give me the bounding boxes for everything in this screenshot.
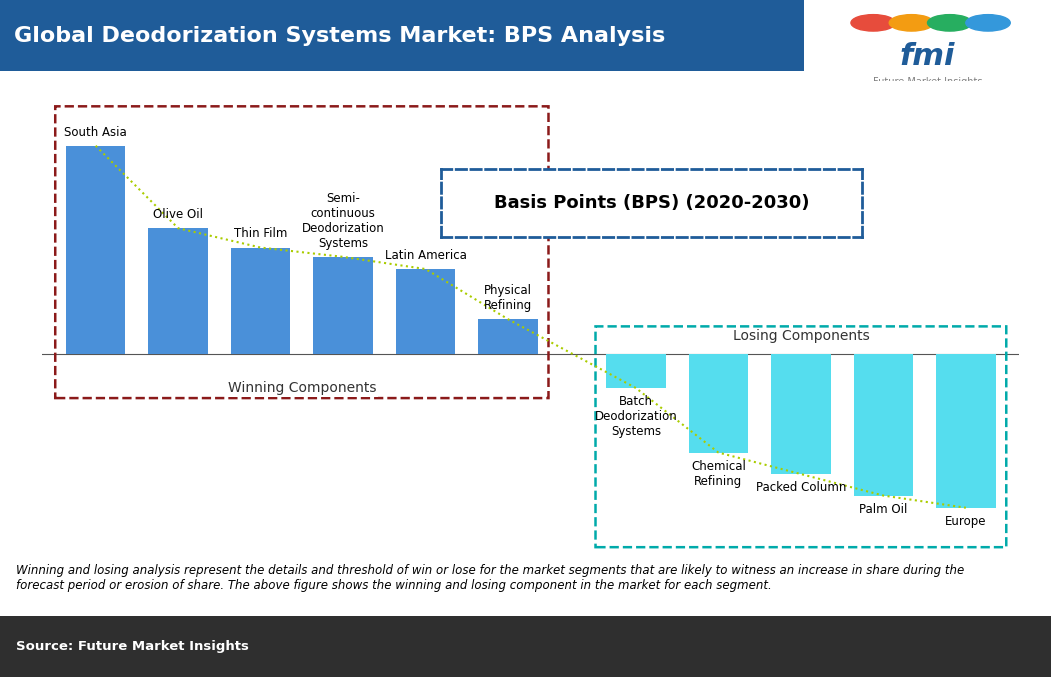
- Text: Batch
Deodorization
Systems: Batch Deodorization Systems: [595, 395, 677, 438]
- Text: Olive Oil: Olive Oil: [153, 208, 203, 221]
- Text: Winning and losing analysis represent the details and threshold of win or lose f: Winning and losing analysis represent th…: [16, 565, 964, 592]
- Text: Chemical
Refining: Chemical Refining: [691, 460, 746, 487]
- Bar: [396, 269, 455, 353]
- Text: Basis Points (BPS) (2020-2030): Basis Points (BPS) (2020-2030): [494, 194, 809, 212]
- Text: Europe: Europe: [945, 515, 987, 528]
- Text: Source: Future Market Insights: Source: Future Market Insights: [16, 640, 249, 653]
- Bar: [606, 353, 665, 388]
- Text: Semi-
continuous
Deodorization
Systems: Semi- continuous Deodorization Systems: [302, 192, 385, 250]
- Text: Winning Components: Winning Components: [228, 381, 376, 395]
- Bar: [148, 228, 208, 353]
- Bar: [688, 353, 748, 452]
- Bar: [66, 146, 125, 353]
- Text: fmi: fmi: [900, 42, 955, 71]
- Bar: [771, 353, 830, 474]
- Text: Future Market Insights: Future Market Insights: [872, 77, 983, 87]
- Bar: [853, 353, 913, 496]
- Text: Palm Oil: Palm Oil: [859, 503, 908, 516]
- Bar: [313, 257, 373, 353]
- Text: South Asia: South Asia: [64, 126, 127, 139]
- Text: Physical
Refining: Physical Refining: [483, 284, 532, 312]
- Circle shape: [966, 15, 1010, 31]
- Text: Latin America: Latin America: [385, 249, 467, 262]
- Text: Thin Film: Thin Film: [234, 227, 287, 240]
- Circle shape: [889, 15, 933, 31]
- Circle shape: [851, 15, 895, 31]
- Bar: [478, 320, 538, 353]
- Circle shape: [927, 15, 972, 31]
- Text: Packed Column: Packed Column: [756, 481, 846, 494]
- Bar: [231, 248, 290, 353]
- Text: Losing Components: Losing Components: [733, 329, 869, 343]
- Bar: [936, 353, 995, 508]
- Text: Global Deodorization Systems Market: BPS Analysis: Global Deodorization Systems Market: BPS…: [15, 26, 665, 45]
